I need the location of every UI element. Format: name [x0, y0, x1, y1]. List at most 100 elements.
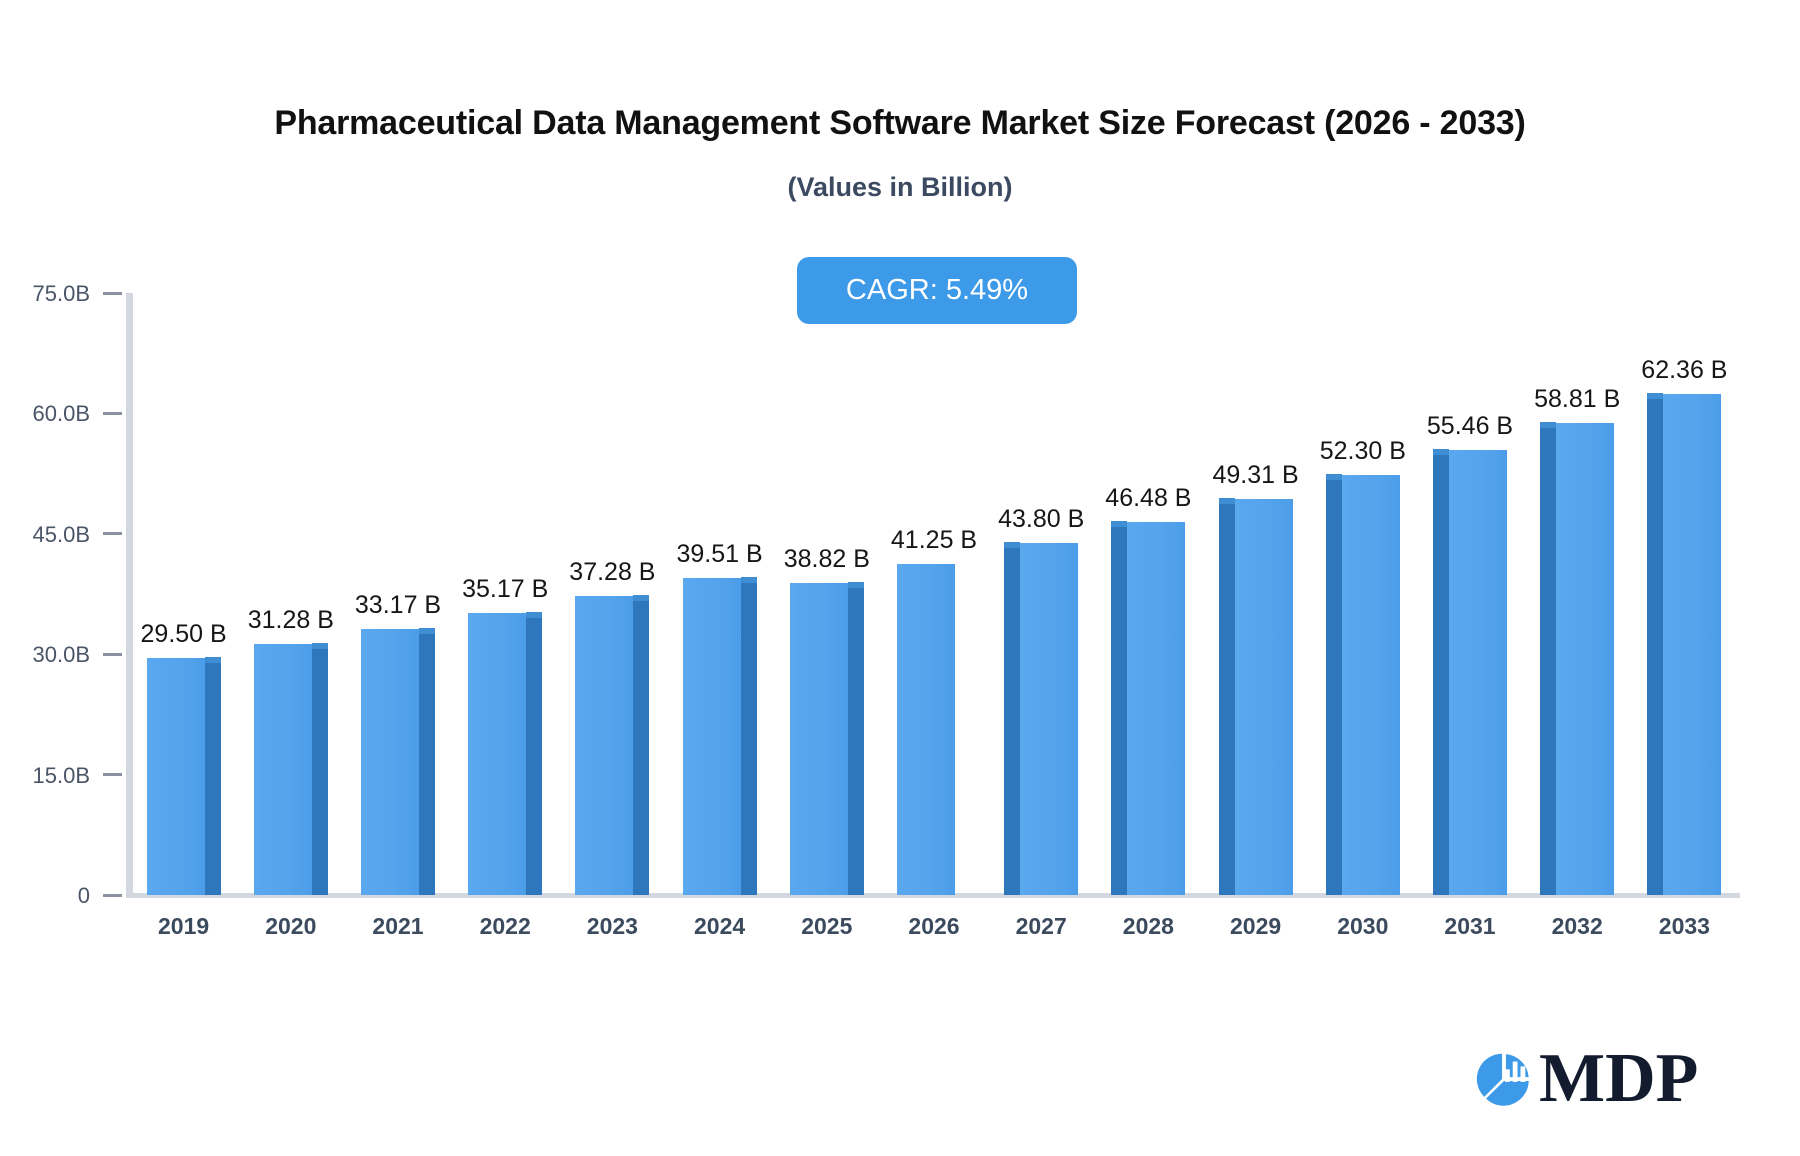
y-axis-tick-label: 15.0B — [32, 762, 91, 788]
bar-top-face — [204, 657, 221, 664]
bar-value-label: 55.46 B — [1426, 411, 1514, 440]
bar-column — [130, 293, 1738, 895]
x-axis-label: 2027 — [1015, 913, 1067, 939]
y-axis-tick-label: 45.0B — [32, 521, 91, 547]
bar-front-face[interactable] — [1341, 475, 1400, 895]
bar-column — [130, 293, 1738, 895]
bar-top-face — [311, 642, 328, 649]
pie-bar-chart-icon — [1476, 1053, 1529, 1106]
y-axis-tick-label: 30.0B — [32, 642, 91, 668]
bar-column — [130, 293, 1738, 895]
bar-front-face[interactable] — [897, 563, 955, 895]
bar-front-face[interactable] — [789, 583, 848, 895]
bar-value-label: 52.30 B — [1319, 437, 1406, 466]
bar-side-face — [1218, 504, 1235, 895]
y-axis-tick-mark — [103, 773, 122, 777]
x-axis-label: 2031 — [1444, 913, 1496, 939]
bar-value-label: 31.28 B — [247, 605, 334, 634]
x-axis-label: 2022 — [479, 913, 531, 939]
x-axis-label: 2021 — [372, 913, 424, 939]
bar-side-face — [1325, 480, 1342, 895]
x-axis-label: 2033 — [1658, 913, 1710, 939]
y-axis-line — [126, 293, 133, 897]
bar-value-label: 49.31 B — [1212, 461, 1299, 490]
x-axis-label: 2028 — [1122, 913, 1174, 939]
y-axis-tick-mark — [103, 893, 122, 897]
plot-area: 29.50 B 31.28 B 33.17 B 35.17 B 37.28 B 39.51… — [130, 293, 1738, 895]
bar-column — [130, 293, 1738, 895]
bar-front-face[interactable] — [146, 658, 205, 895]
bar-top-face — [1111, 520, 1128, 527]
bar-side-face — [1111, 526, 1128, 895]
bar-value-label: 43.80 B — [998, 505, 1085, 534]
y-axis-tick-label: 75.0B — [32, 281, 91, 306]
y-axis-tick-label: 0 — [77, 883, 90, 908]
bar-column — [130, 293, 1738, 895]
bar-front-face[interactable] — [1556, 422, 1615, 895]
bar-column — [130, 293, 1738, 895]
bar-side-face — [740, 582, 757, 895]
bar-front-face[interactable] — [1020, 543, 1079, 895]
bar-column — [130, 293, 1738, 895]
x-axis-label: 2024 — [694, 913, 746, 939]
bar-top-face — [419, 627, 435, 634]
bar-side-face — [633, 600, 650, 895]
bar-top-face — [1218, 498, 1235, 505]
bar-side-face — [419, 633, 435, 895]
x-axis-label: 2023 — [586, 913, 638, 939]
bar-side-face — [1004, 548, 1021, 895]
bar-column — [130, 293, 1738, 895]
bar-top-face — [1433, 448, 1449, 455]
bar-value-label: 33.17 B — [354, 590, 442, 619]
y-axis-tick-mark — [103, 532, 122, 536]
bar-front-face[interactable] — [1127, 521, 1186, 895]
bar-value-label: 29.50 B — [140, 620, 227, 649]
bar-value-label: 38.82 B — [783, 545, 870, 574]
bar-top-face — [633, 594, 650, 601]
chart-subtitle: (Values in Billion) — [787, 172, 1013, 202]
bar-side-face — [1647, 399, 1664, 895]
y-axis-tick-mark — [103, 652, 122, 656]
bar-column — [130, 293, 1738, 895]
x-axis-line — [126, 893, 1740, 898]
bar-column — [130, 293, 1738, 895]
bar-side-face — [311, 648, 328, 895]
bar-front-face[interactable] — [468, 612, 527, 895]
bar-top-face — [847, 582, 864, 589]
bar-front-face[interactable] — [682, 577, 741, 895]
bar-column — [130, 293, 1738, 895]
bar-top-face — [1004, 542, 1021, 549]
bar-value-label: 35.17 B — [462, 574, 549, 603]
x-axis-label: 2030 — [1337, 913, 1389, 939]
bar-top-face — [740, 576, 757, 583]
x-axis-label: 2032 — [1551, 913, 1603, 939]
bar-front-face[interactable] — [1663, 394, 1722, 895]
y-axis-tick-label: 60.0B — [32, 401, 91, 427]
cagr-badge: CAGR: 5.49% — [797, 257, 1077, 324]
bar-side-face — [204, 663, 221, 895]
bar-side-face — [847, 588, 864, 895]
x-axis-label: 2025 — [801, 913, 853, 939]
x-axis-label: 2020 — [265, 913, 317, 939]
y-axis-tick-mark — [103, 291, 122, 295]
bar-top-face — [1647, 393, 1664, 400]
bar-side-face — [1540, 427, 1557, 895]
bar-value-label: 37.28 B — [569, 557, 656, 586]
bar-value-label: 39.51 B — [676, 539, 763, 568]
bar-column — [130, 293, 1738, 895]
bar-side-face — [1433, 454, 1449, 895]
mdp-logo: MDP — [1473, 1044, 1698, 1114]
bar-front-face[interactable] — [253, 643, 312, 895]
bar-front-face[interactable] — [575, 595, 634, 895]
bar-front-face[interactable] — [1449, 449, 1507, 895]
bar-value-label: 58.81 B — [1534, 384, 1621, 413]
bar-column — [130, 293, 1738, 895]
bar-front-face[interactable] — [361, 628, 419, 895]
bar-front-face[interactable] — [1234, 499, 1293, 895]
y-axis-tick-mark — [103, 411, 122, 415]
logo-wordmark: MDP — [1539, 1040, 1699, 1117]
bar-column — [130, 293, 1738, 895]
bar-side-face — [526, 617, 543, 895]
bar-top-face — [526, 611, 543, 618]
